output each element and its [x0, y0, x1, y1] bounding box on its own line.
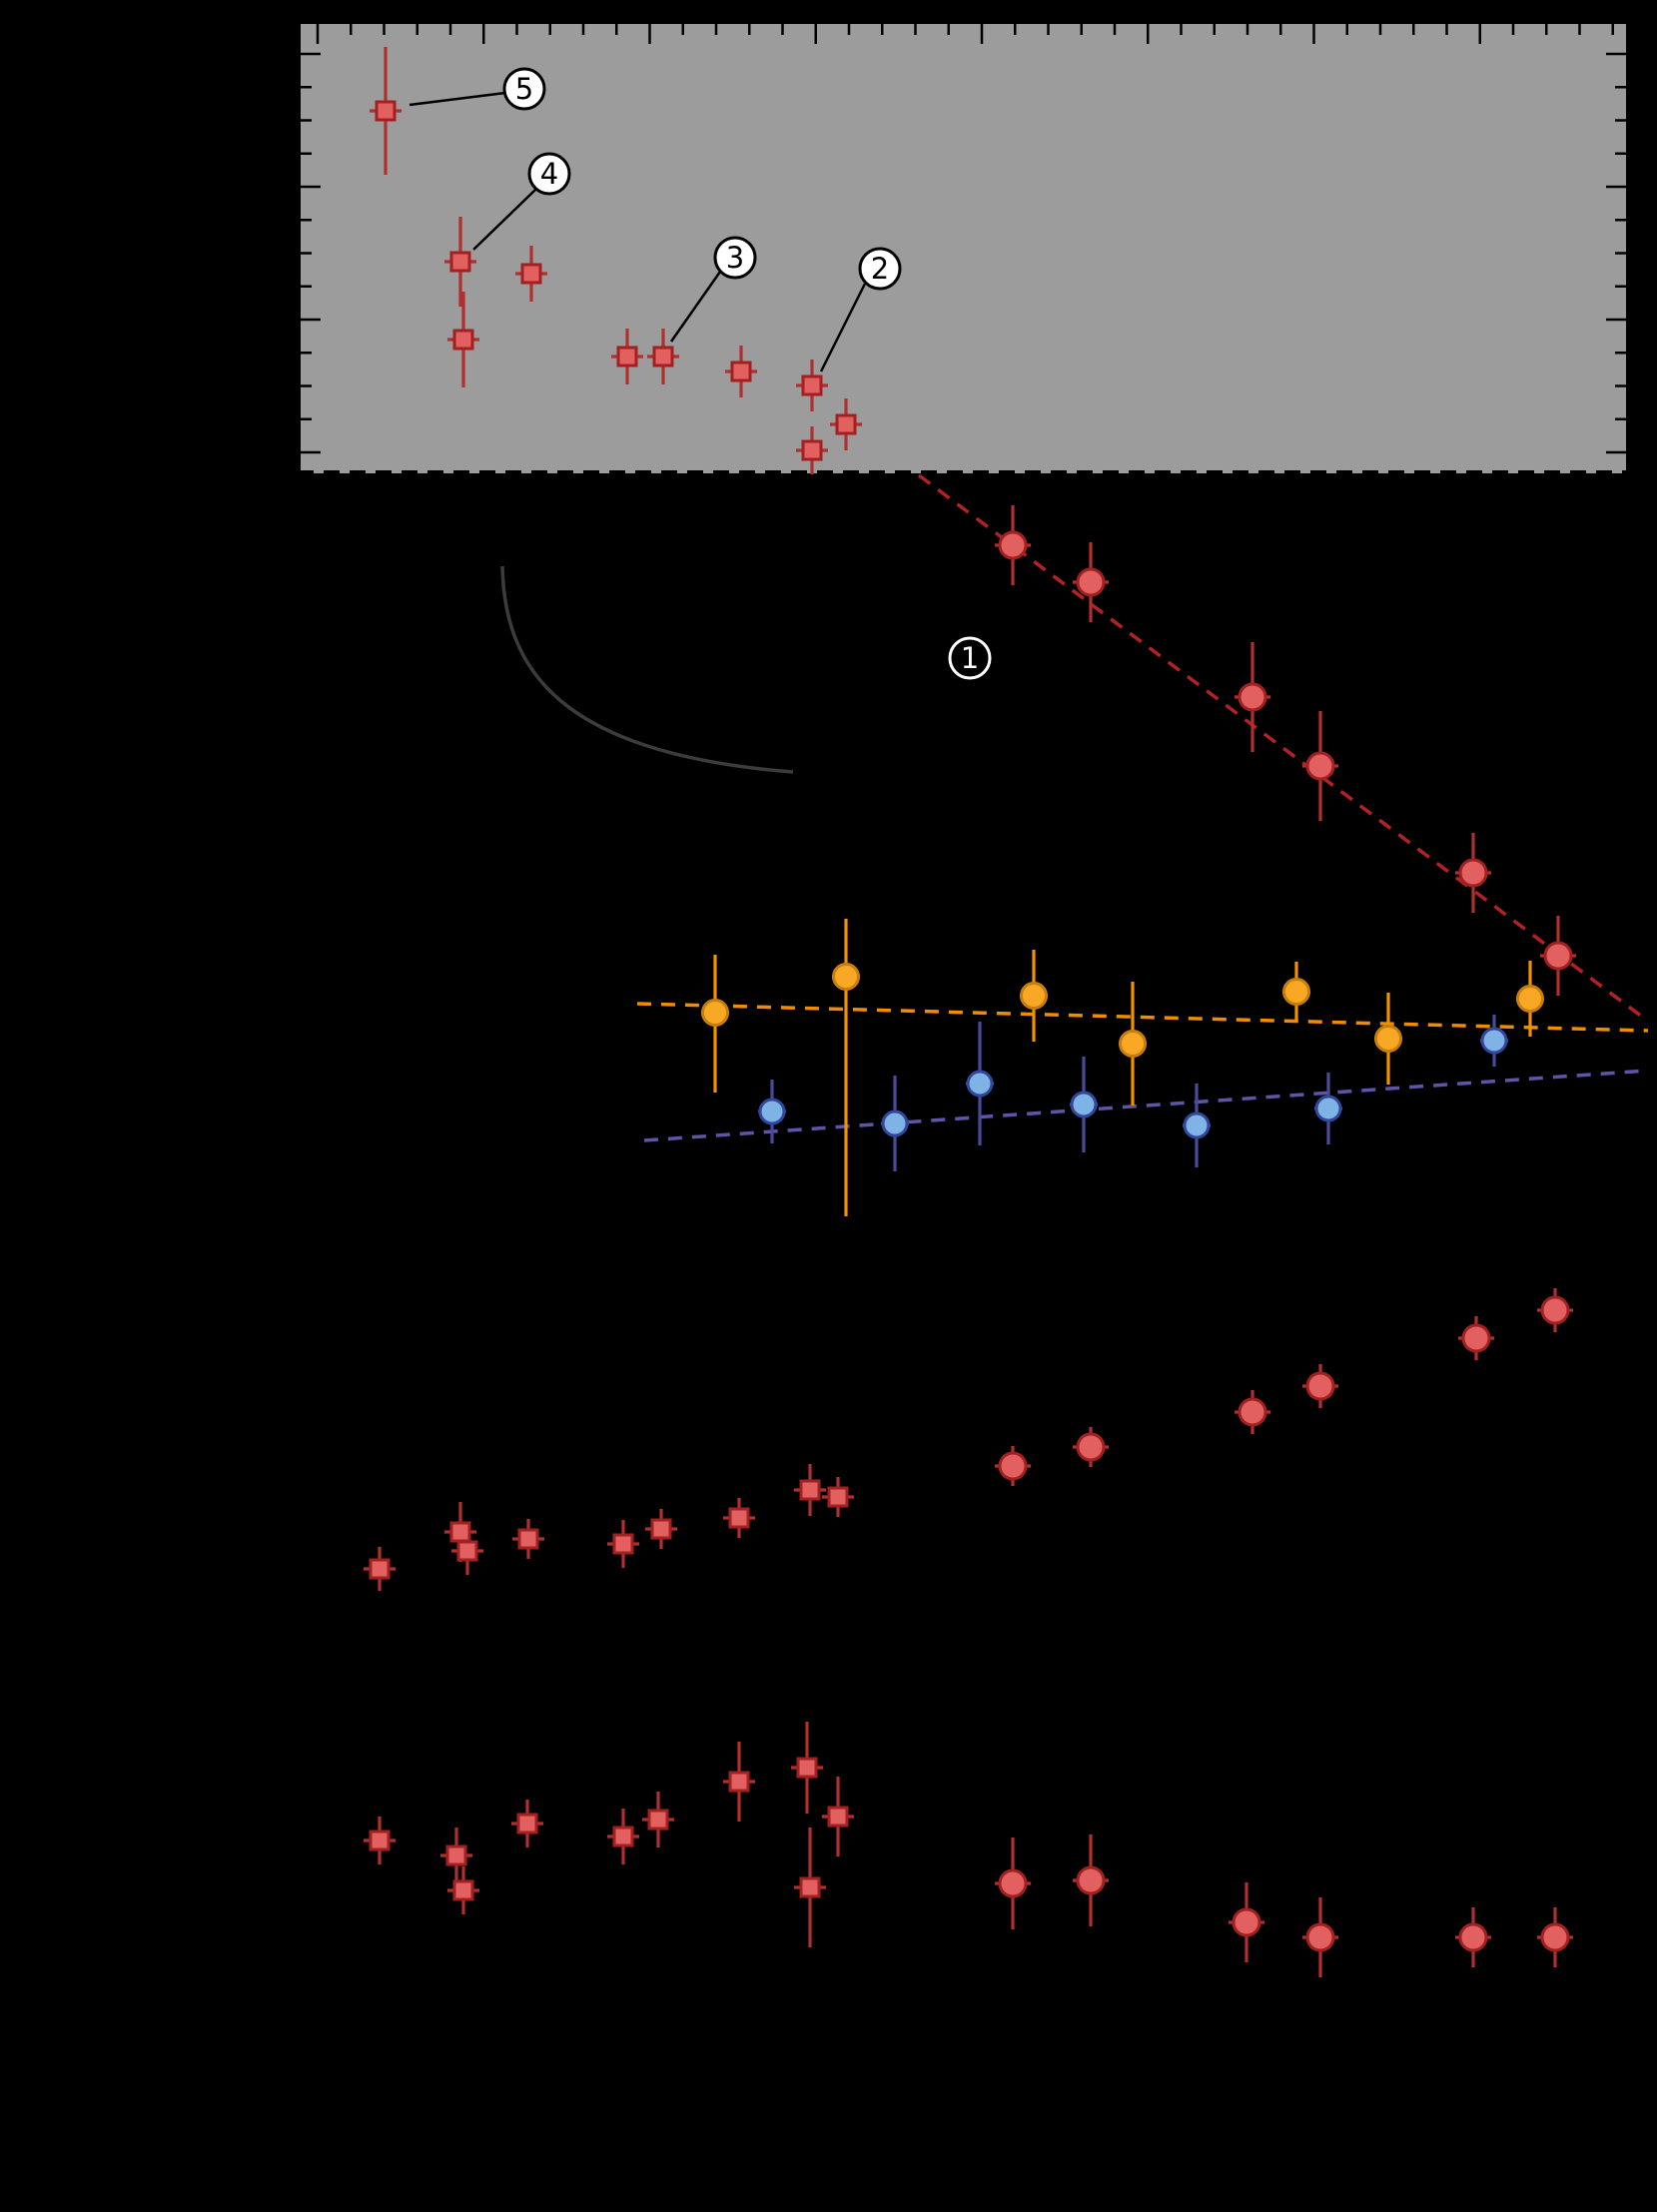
- annotation-1: 1: [948, 636, 992, 680]
- annotation-label-5: 5: [515, 72, 533, 106]
- fit-lines: [636, 473, 1649, 1142]
- zoom-connector-curve: [500, 565, 794, 774]
- inset-axis-ticks: [301, 24, 1626, 454]
- annotation-circle-1: [948, 636, 992, 680]
- annotation-3: 3: [669, 236, 757, 343]
- annotation-5: 5: [409, 67, 546, 111]
- inset-red-square-series: [370, 47, 862, 474]
- main-red-circle-series: [995, 505, 1576, 996]
- annotation-circle-3: [713, 236, 757, 280]
- blue-circle-series: [758, 1015, 1508, 1171]
- inset-zoom-panel: [298, 21, 1629, 473]
- bottom-red-square-series: [364, 1722, 854, 1947]
- middle-red-square-series: [364, 1464, 854, 1591]
- annotation-label-3: 3: [726, 241, 744, 275]
- annotation-circle-4: [527, 152, 571, 196]
- annotation-4: 4: [472, 152, 571, 251]
- annotation-circle-5: [502, 67, 546, 111]
- middle-red-circle-series: [995, 1288, 1573, 1486]
- annotation-label-1: 1: [961, 641, 979, 675]
- annotation-circle-2: [858, 247, 902, 291]
- annotation-label-2: 2: [871, 252, 889, 286]
- bottom-red-circle-series: [995, 1835, 1573, 1977]
- orange-circle-series: [701, 919, 1544, 1216]
- annotation-2: 2: [819, 247, 902, 372]
- annotation-label-4: 4: [540, 157, 558, 191]
